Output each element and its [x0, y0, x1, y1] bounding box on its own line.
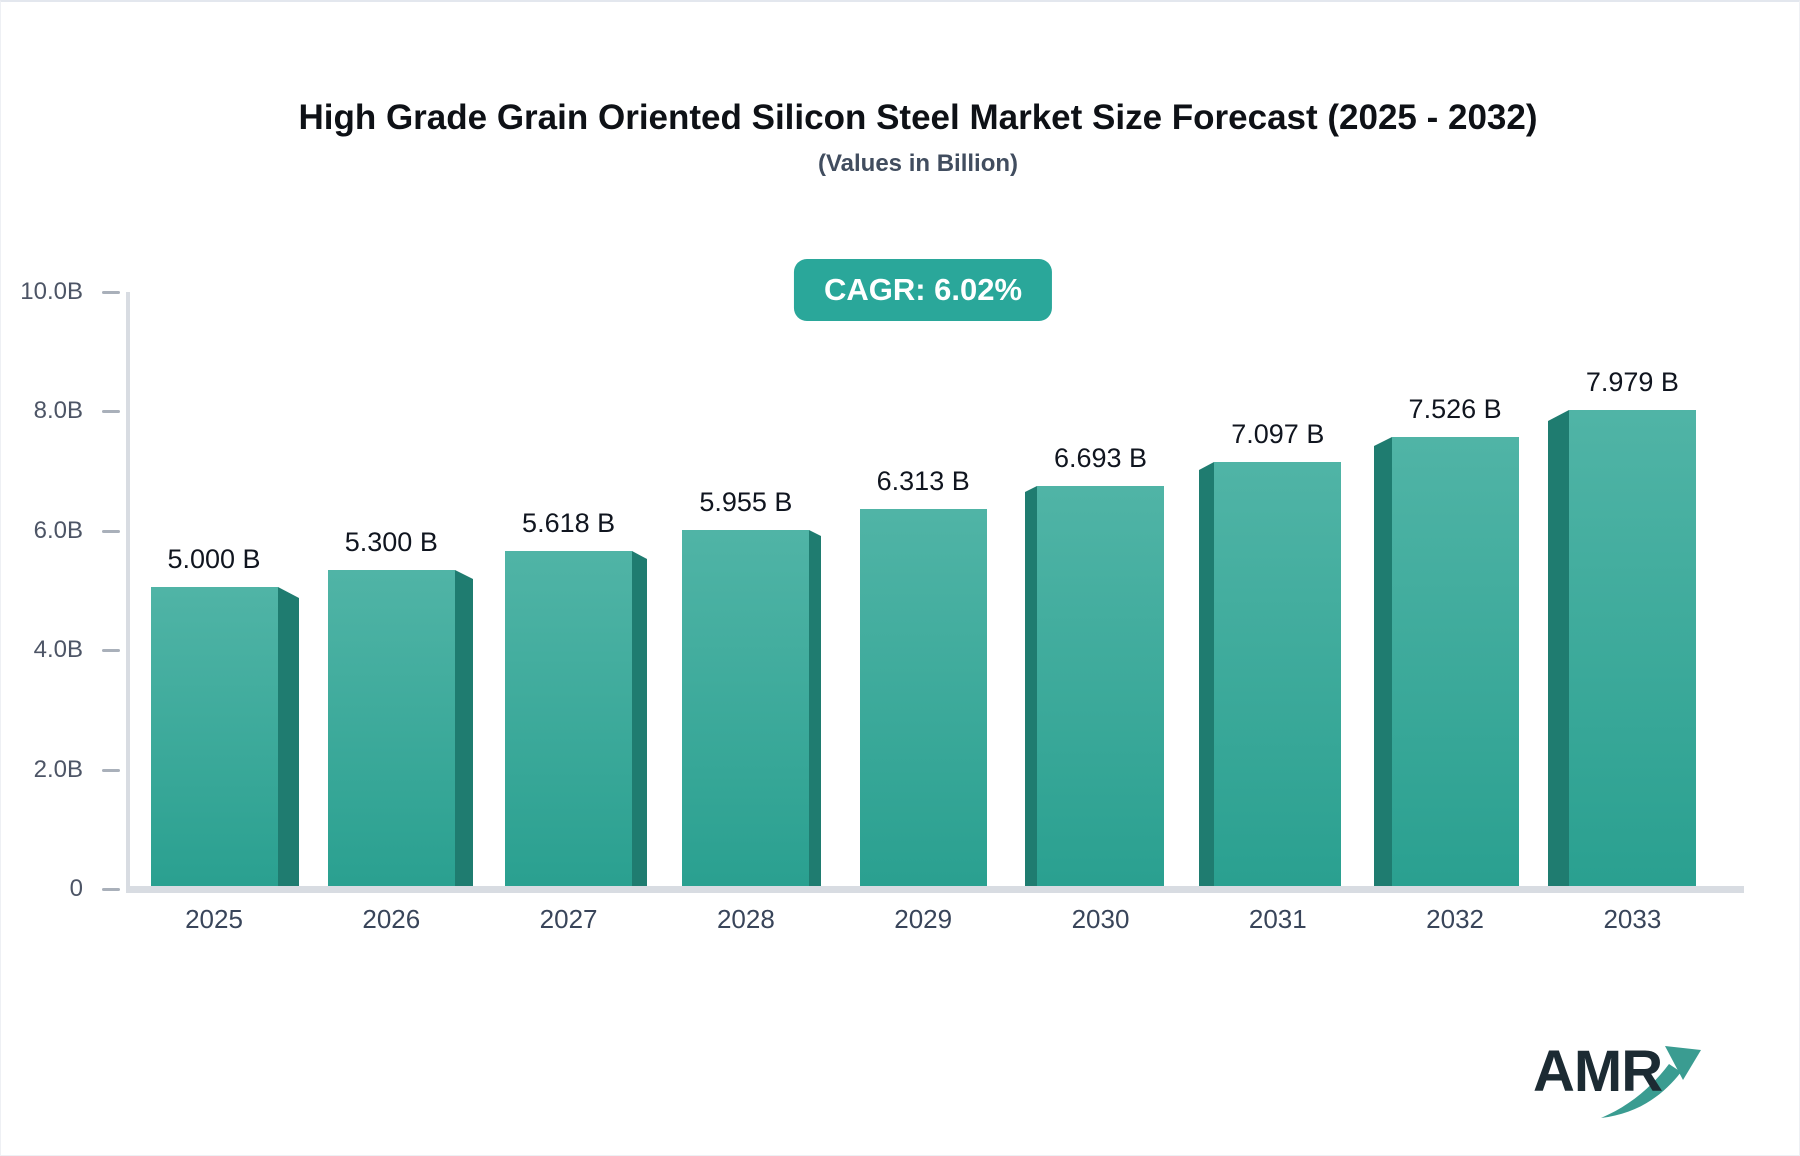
- x-axis-label: 2025: [185, 904, 243, 934]
- x-axis-label: 2032: [1426, 904, 1485, 934]
- bar-value-label: 5.618 B: [522, 508, 616, 538]
- y-axis-label: 8.0B: [33, 397, 83, 425]
- y-axis-tick: [102, 410, 120, 414]
- bar-value-label: 6.313 B: [876, 466, 970, 496]
- bar: [1214, 462, 1341, 886]
- y-axis-tick: [102, 649, 120, 653]
- bar-side-face: [455, 570, 473, 886]
- x-axis-label: 2026: [362, 904, 421, 934]
- bar-side-face: [1548, 410, 1569, 886]
- bar: [505, 551, 632, 886]
- y-axis-line: [126, 292, 130, 889]
- bar-value-label: 6.693 B: [1053, 443, 1148, 473]
- bar-value-label: 5.300 B: [344, 527, 438, 557]
- y-axis-tick: [102, 888, 120, 891]
- x-axis-label: 2033: [1603, 904, 1662, 934]
- bar: [682, 530, 809, 886]
- cagr-badge: CAGR: 6.02%: [793, 259, 1053, 321]
- y-axis-label: 0: [69, 875, 83, 902]
- growth-arrow-icon: [1601, 1046, 1701, 1118]
- bar-value-label: 7.526 B: [1408, 394, 1502, 424]
- bar: [860, 509, 987, 886]
- bar-value-label: 7.097 B: [1231, 419, 1325, 449]
- bar-side-face: [809, 530, 821, 886]
- y-axis-tick: [102, 529, 120, 533]
- page-title: High Grade Grain Oriented Silicon Steel …: [298, 98, 1538, 137]
- y-axis-label: 4.0B: [33, 636, 83, 664]
- bar: [1037, 486, 1164, 886]
- page-subtitle: (Values in Billion): [817, 150, 1019, 177]
- bar: [151, 587, 278, 886]
- amr-logo: AMR: [1529, 1036, 1729, 1126]
- y-axis-tick: [102, 291, 120, 294]
- y-axis-label: 6.0B: [33, 516, 83, 544]
- x-axis-label: 2031: [1248, 904, 1307, 934]
- x-axis-label: 2030: [1071, 904, 1130, 934]
- x-axis-label: 2028: [716, 904, 775, 934]
- y-axis-label: 2.0B: [33, 755, 83, 783]
- x-axis-label: 2029: [894, 904, 953, 934]
- bar-side-face: [632, 551, 647, 886]
- x-axis-label: 2027: [539, 904, 598, 934]
- y-axis-label: 10.0B: [20, 278, 83, 305]
- bar-side-face: [1199, 462, 1214, 886]
- bar: [328, 570, 455, 886]
- bar-value-label: 5.955 B: [699, 487, 793, 517]
- bar-side-face: [1374, 437, 1392, 886]
- bar-value-label: 7.979 B: [1585, 367, 1679, 397]
- amr-logo-text: AMR: [1533, 1039, 1663, 1104]
- y-axis-tick: [102, 768, 120, 772]
- bar-side-face: [1025, 486, 1037, 886]
- bar: [1569, 410, 1696, 886]
- x-axis-line: [126, 886, 1744, 893]
- bar-side-face: [278, 587, 299, 886]
- bar: [1392, 437, 1519, 886]
- bar-value-label: 5.000 B: [167, 544, 261, 574]
